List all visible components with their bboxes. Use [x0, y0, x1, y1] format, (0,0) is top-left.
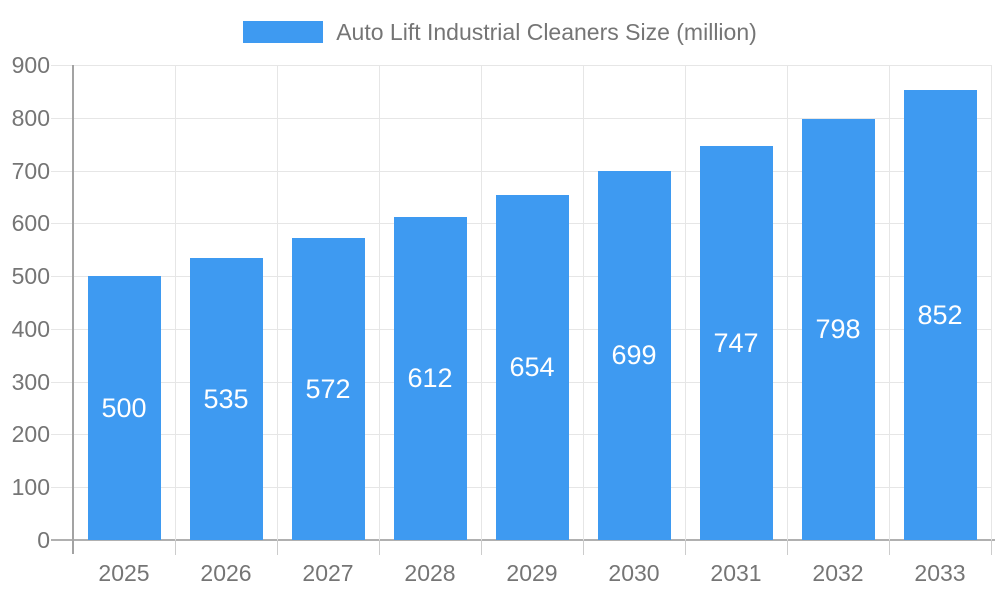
y-axis-tick-label: 800	[11, 105, 50, 131]
category-gridline	[481, 65, 482, 540]
y-axis-tick-label: 100	[11, 474, 50, 500]
y-axis-tick-label: 700	[11, 158, 50, 184]
x-axis-tick-label: 2033	[914, 560, 966, 586]
legend-swatch	[243, 21, 324, 43]
bar-2033[interactable]: 852	[903, 90, 977, 540]
category-gridline	[991, 65, 992, 540]
bar-value-label: 747	[713, 327, 759, 358]
bar-value-label: 572	[305, 373, 351, 404]
bar-2027[interactable]: 572	[291, 238, 365, 540]
category-gridline	[379, 65, 380, 540]
x-axis-tick	[685, 540, 686, 555]
y-gridline	[51, 65, 991, 66]
bar-value-label: 798	[815, 314, 861, 344]
x-axis-tick	[277, 540, 278, 555]
x-axis-tick-label: 2029	[506, 560, 558, 586]
bar-2032[interactable]: 798	[801, 119, 875, 540]
bar-value-label: 612	[407, 363, 453, 393]
x-axis-tick-label: 2027	[302, 560, 354, 586]
category-gridline	[889, 65, 890, 540]
y-axis-tick-label: 500	[11, 263, 50, 289]
y-axis-tick-label: 200	[11, 421, 50, 447]
y-axis-tick-label: 0	[37, 527, 50, 553]
bar-2030[interactable]: 699	[597, 171, 671, 540]
x-axis-tick-label: 2025	[98, 560, 150, 586]
bar-2028[interactable]: 612	[393, 217, 467, 540]
bar-value-label: 852	[917, 299, 963, 330]
x-axis-tick	[583, 540, 584, 555]
bar-value-label: 500	[101, 392, 147, 423]
x-axis-tick	[889, 540, 890, 555]
x-axis-tick-label: 2032	[812, 560, 864, 586]
y-axis-line	[72, 65, 74, 554]
y-gridline	[51, 171, 991, 172]
x-axis-tick	[379, 540, 380, 555]
bar-2026[interactable]: 535	[189, 258, 263, 540]
x-axis-tick-label: 2031	[710, 560, 762, 586]
bar-2031[interactable]: 747	[699, 146, 773, 540]
x-axis-tick	[481, 540, 482, 555]
y-axis-tick-label: 600	[11, 210, 50, 236]
x-axis-tick	[991, 540, 992, 555]
legend-label: Auto Lift Industrial Cleaners Size (mill…	[336, 18, 757, 45]
bar-value-label: 535	[203, 383, 249, 414]
bar-value-label: 654	[509, 352, 555, 382]
bar-value-label: 699	[611, 340, 657, 370]
x-axis-tick	[787, 540, 788, 555]
x-axis-tick	[175, 540, 176, 555]
y-axis-tick-label: 300	[11, 369, 50, 395]
x-axis-baseline	[51, 539, 995, 541]
category-gridline	[175, 65, 176, 540]
x-axis-tick-label: 2030	[608, 560, 660, 586]
bar-2029[interactable]: 654	[495, 195, 569, 540]
y-axis-tick-label: 900	[11, 52, 50, 78]
legend: Auto Lift Industrial Cleaners Size (mill…	[0, 18, 1000, 46]
bar-2025[interactable]: 500	[87, 276, 161, 540]
category-gridline	[277, 65, 278, 540]
y-gridline	[51, 118, 991, 119]
category-gridline	[787, 65, 788, 540]
category-gridline	[685, 65, 686, 540]
category-gridline	[583, 65, 584, 540]
y-axis-tick-label: 400	[11, 316, 50, 342]
x-axis-tick-label: 2028	[404, 560, 456, 586]
x-axis-tick-label: 2026	[200, 560, 252, 586]
